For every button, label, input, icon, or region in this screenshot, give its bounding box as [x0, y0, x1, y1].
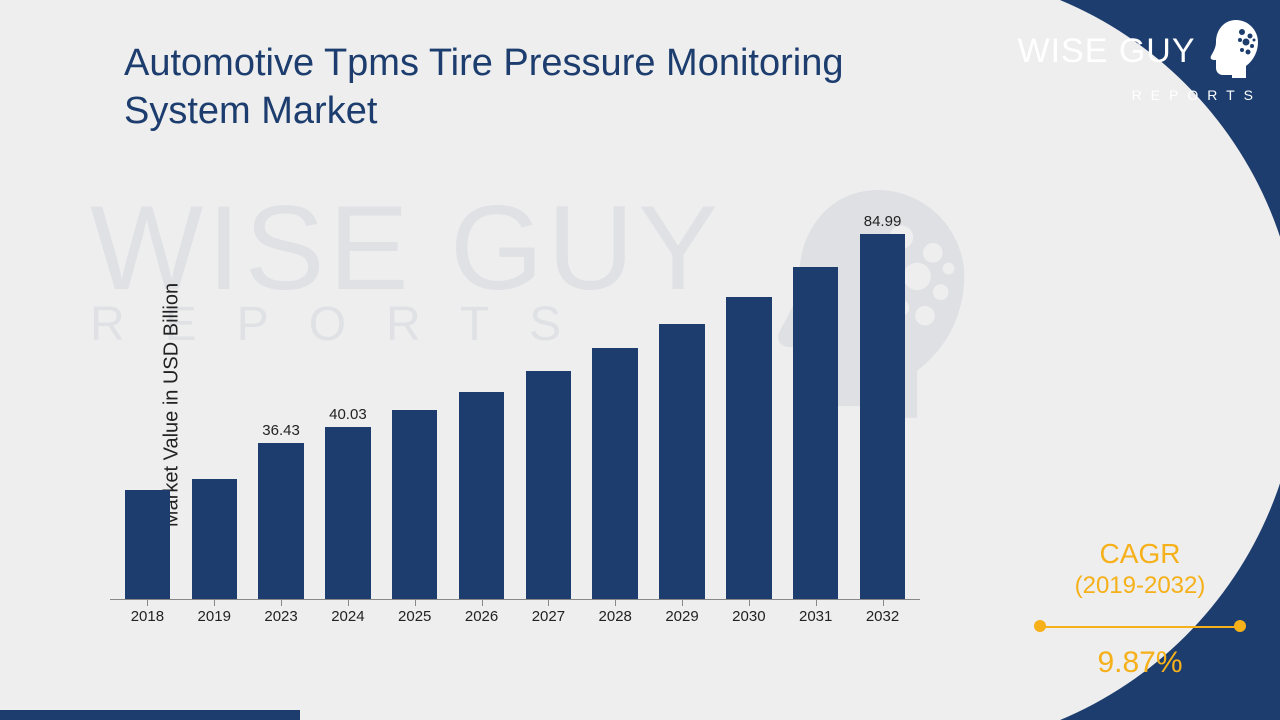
bar: [125, 490, 170, 599]
bar: [860, 234, 905, 599]
brand-logo-sub: REPORTS: [1018, 87, 1262, 103]
x-axis-tick: 2031: [782, 600, 849, 640]
x-axis-tick: 2030: [715, 600, 782, 640]
cagr-divider: [1030, 614, 1250, 638]
bar-column: 40.03: [314, 170, 381, 599]
bar-column: 84.99: [849, 170, 916, 599]
brand-logo: WISE GUY REPORTS: [1018, 18, 1262, 103]
bar: [659, 324, 704, 599]
x-axis-tick: 2028: [582, 600, 649, 640]
bar-value-label: 84.99: [864, 213, 902, 230]
bar-column: 36.43: [248, 170, 315, 599]
bar: [793, 267, 838, 599]
bar: [325, 427, 370, 599]
x-axis-tick: 2027: [515, 600, 582, 640]
bar-column: [782, 170, 849, 599]
bar-chart: Market Value in USD Billion 36.4340.0384…: [60, 170, 920, 640]
bar-column: [649, 170, 716, 599]
bar: [258, 443, 303, 599]
bar-value-label: 36.43: [262, 422, 300, 439]
chart-title: Automotive Tpms Tire Pressure Monitoring…: [124, 40, 904, 135]
bar-column: [114, 170, 181, 599]
cagr-dot-right: [1234, 620, 1246, 632]
x-axis-tick: 2018: [114, 600, 181, 640]
bar: [392, 410, 437, 599]
bar-value-label: 40.03: [329, 406, 367, 423]
head-icon: [1206, 18, 1262, 83]
bar-column: [515, 170, 582, 599]
page-root: WISE GUY REPORTS Automotive Tpms Tire Pr…: [0, 0, 1280, 720]
bar-column: [448, 170, 515, 599]
bar: [726, 297, 771, 599]
cagr-dot-left: [1034, 620, 1046, 632]
bar-column: [715, 170, 782, 599]
cagr-title: CAGR: [1030, 538, 1250, 570]
bar: [192, 479, 237, 599]
chart-bars: 36.43 40.03 84.99: [110, 170, 920, 599]
bar-column: [582, 170, 649, 599]
bar: [459, 392, 504, 599]
x-axis-tick: 2032: [849, 600, 916, 640]
x-axis-tick: 2029: [649, 600, 716, 640]
x-axis-tick: 2024: [314, 600, 381, 640]
x-axis: 2018201920232024202520262027202820292030…: [110, 600, 920, 640]
bar-column: [181, 170, 248, 599]
bar: [592, 348, 637, 599]
bar: [526, 371, 571, 599]
brand-logo-main: WISE GUY: [1018, 34, 1196, 68]
x-axis-tick: 2025: [381, 600, 448, 640]
cagr-period: (2019-2032): [1030, 572, 1250, 600]
bar-column: [381, 170, 448, 599]
chart-plot-area: 36.43 40.03 84.99: [110, 170, 920, 600]
x-axis-tick: 2023: [248, 600, 315, 640]
x-axis-tick: 2026: [448, 600, 515, 640]
x-axis-tick: 2019: [181, 600, 248, 640]
bottom-accent-bar: [0, 710, 300, 720]
cagr-callout: CAGR (2019-2032) 9.87%: [1030, 538, 1250, 680]
cagr-value: 9.87%: [1030, 646, 1250, 680]
